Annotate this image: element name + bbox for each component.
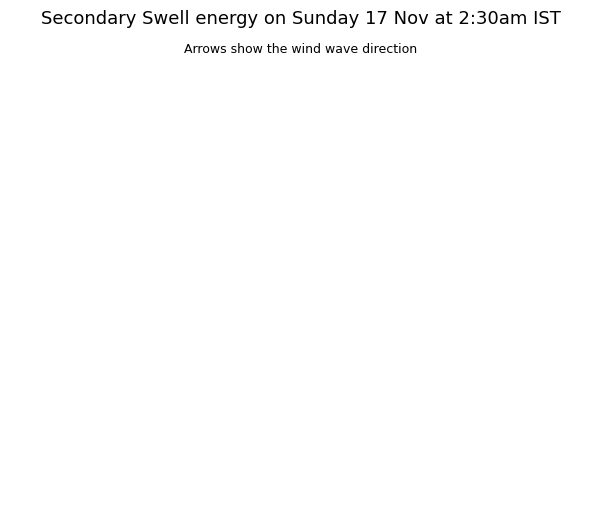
Text: Secondary Swell energy on Sunday 17 Nov at 2:30am IST: Secondary Swell energy on Sunday 17 Nov … (40, 10, 561, 28)
Text: Arrows show the wind wave direction: Arrows show the wind wave direction (184, 44, 417, 56)
